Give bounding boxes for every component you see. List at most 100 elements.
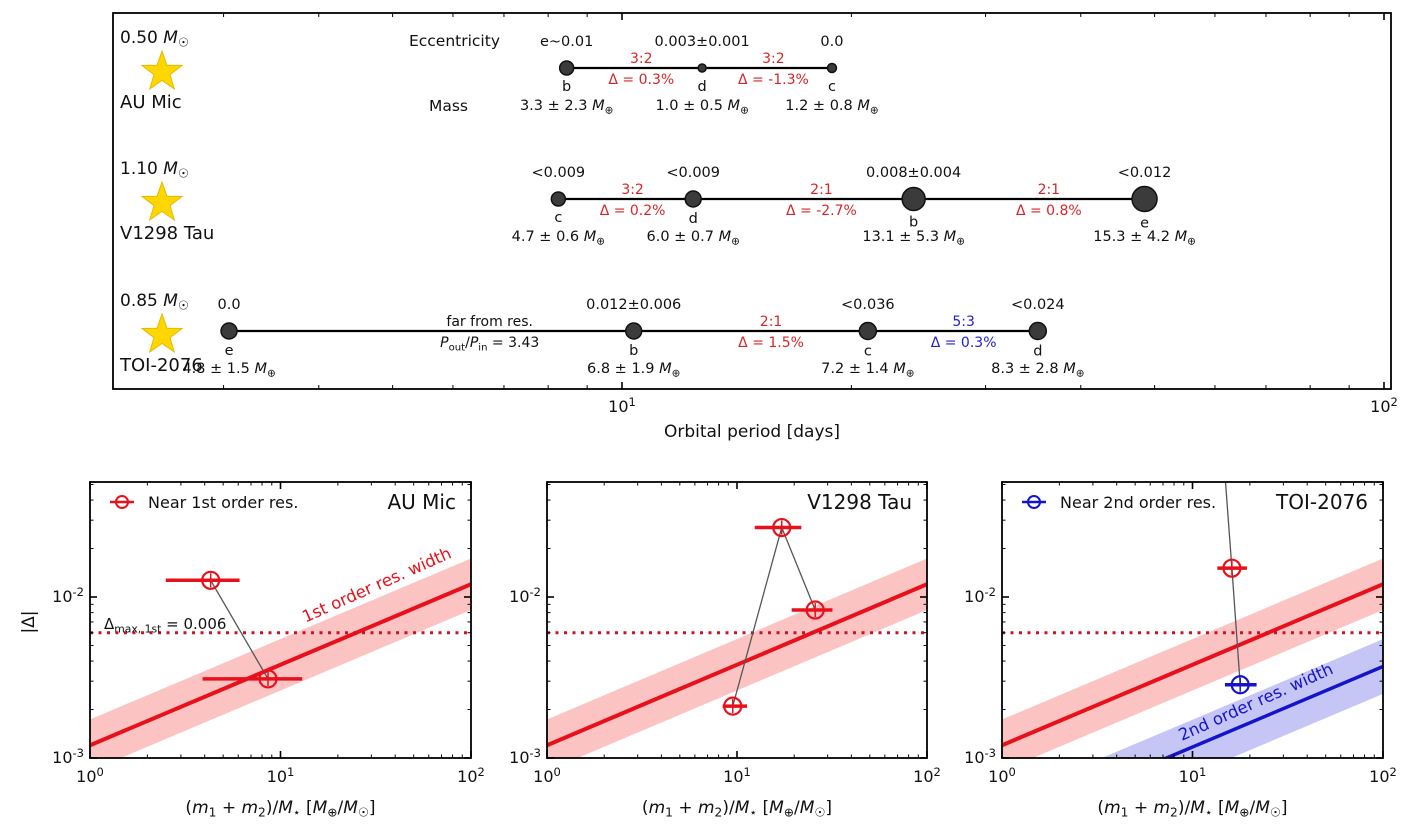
system-name-label: AU Mic [120,92,182,113]
planet-mass-label: 1.0 ± 0.5 M⊕ [655,98,748,117]
data-point-marker [258,669,278,689]
panel-title: V1298 Tau [807,490,912,514]
data-point-marker [201,570,221,590]
legend-marker-icon [1027,495,1041,509]
planet-mass-label: 6.0 ± 0.7 M⊕ [646,229,739,248]
x-tick-label: 101 [267,765,295,786]
y-tick-label: 10-2 [52,585,84,606]
resonance-delta-label: Δ = 0.8% [1016,203,1082,219]
eccentricity-label: <0.024 [1011,297,1065,313]
panel-frame [546,481,928,759]
resonance-ratio-label: 5:3 [952,314,975,330]
x-tick-label: 102 [913,765,941,786]
panel-frame [89,481,472,759]
second-order-res-line [1162,664,1383,758]
star-mass-label: 1.10 M☉ [120,159,189,181]
x-tick-label: 102 [457,765,485,786]
x-axis-title: (m1 + m2)/M⋆ [M⊕/M☉] [185,798,375,820]
orbital-architecture-panel: 101 102 Orbital period [days] Eccentricity M… [112,12,1398,442]
star-mass-label: 0.85 M☉ [120,291,189,313]
y-tick-label: 10-3 [509,746,541,767]
second-order-res-band [1101,639,1383,758]
first-order-res-band [1002,558,1383,758]
eccentricity-label: <0.036 [841,297,895,313]
eccentricity-label: 0.012±0.006 [586,297,681,313]
eccentricity-header: Eccentricity [409,32,500,50]
mass-header: Mass [429,97,468,115]
x-tick-label: 101 [608,395,636,416]
first-order-res-line [90,582,471,748]
data-point-marker [772,517,792,538]
resonance-ratio-label: 3:2 [621,182,644,198]
planet-mass-label: 4.7 ± 0.6 M⊕ [512,229,605,248]
planet-mass-label: 7.2 ± 1.4 M⊕ [821,361,914,380]
resonance-ratio-label: 2:1 [760,314,783,330]
eccentricity-label: 0.008±0.004 [866,165,961,181]
planet-marker-d [1028,321,1048,341]
resonance-delta-label: Δ = 1.5% [738,335,804,351]
planet-marker-b [558,60,575,76]
system-row-toi-2076: 0.85 M☉ TOI-2076 far from res. Pout/Pin = 3… [119,291,1084,380]
planet-letter-label: c [554,210,562,226]
resonance-ratio-label: 2:1 [1038,182,1061,198]
eccentricity-label: <0.009 [532,165,586,181]
panel-frame [1001,481,1384,759]
resonance-delta-label: Δ = -2.7% [786,203,857,219]
x-tick-label: 100 [76,765,104,786]
planet-mass-label: 13.1 ± 5.3 M⊕ [862,229,965,248]
star-mass-label: 0.50 M☉ [120,28,189,50]
planet-mass-label: 1.2 ± 0.8 M⊕ [785,98,878,117]
legend: Near 2nd order res. [1022,493,1216,512]
planet-letter-label: d [689,211,698,227]
x-tick-label: 102 [1370,395,1398,416]
planet-marker-e [1131,185,1158,213]
star-icon [140,180,184,222]
planet-marker-c [550,191,567,207]
data-point-marker [805,600,825,620]
planet-marker-b [901,186,926,212]
planet-marker-c [858,321,878,341]
planet-mass-label: 8.3 ± 2.8 M⊕ [991,361,1084,380]
connector-line [210,579,269,680]
resonance-delta-label: Δ = 0.3% [608,72,674,88]
eccentricity-label: <0.012 [1118,165,1172,181]
legend-marker-icon [115,495,129,509]
first-order-res-band [90,558,471,758]
resonance-ratio-label: 3:2 [762,51,785,67]
planet-marker-b [624,322,643,340]
star-icon [140,49,184,91]
data-point-marker [1230,675,1250,695]
y-tick-label: 10-3 [964,746,996,767]
planet-letter-label: d [698,79,707,95]
eccentricity-label: 0.0 [820,34,843,50]
planet-letter-label: d [1033,344,1042,360]
resonance-delta-label: Δ = 0.2% [600,203,666,219]
planet-letter-label: e [225,343,234,359]
first-order-res-line [547,582,927,748]
planet-marker-e [220,322,238,340]
resonance-ratio-label: 3:2 [630,51,653,67]
data-point-marker [1222,558,1242,578]
delta-panel-v1298-tau: V1298 Tau 100 101 102 (m1 + m2)/M⋆ [M⊕/M☉] 10… [509,481,941,820]
legend-label: Near 2nd order res. [1060,493,1216,512]
delta-max-annotation: Δmax, 1st = 0.006 [104,615,226,636]
planet-letter-label: b [562,79,571,95]
x-tick-label: 102 [1369,765,1397,786]
planet-marker-d [697,63,707,73]
planet-letter-label: b [909,215,918,231]
eccentricity-label: <0.009 [666,165,720,181]
legend: Near 1st order res. [110,493,298,512]
legend-label: Near 1st order res. [148,493,298,512]
resonance-delta-label: Pout/Pin = 3.43 [440,335,539,354]
star-icon [140,312,184,354]
resonance-ratio-label: far from res. [446,314,533,330]
eccentricity-label: 0.0 [218,297,241,313]
panel-title: AU Mic [388,490,457,514]
panel-title: TOI-2076 [1275,490,1368,514]
y-tick-label: 10-3 [52,746,84,767]
x-axis-title: (m1 + m2)/M⋆ [M⊕/M☉] [642,798,832,820]
system-row-au-mic: 0.50 M☉ AU Mic 3:2 Δ = 0.3% 3:2 Δ = -1.3% e~0.… [120,28,879,117]
planet-letter-label: b [629,343,638,359]
